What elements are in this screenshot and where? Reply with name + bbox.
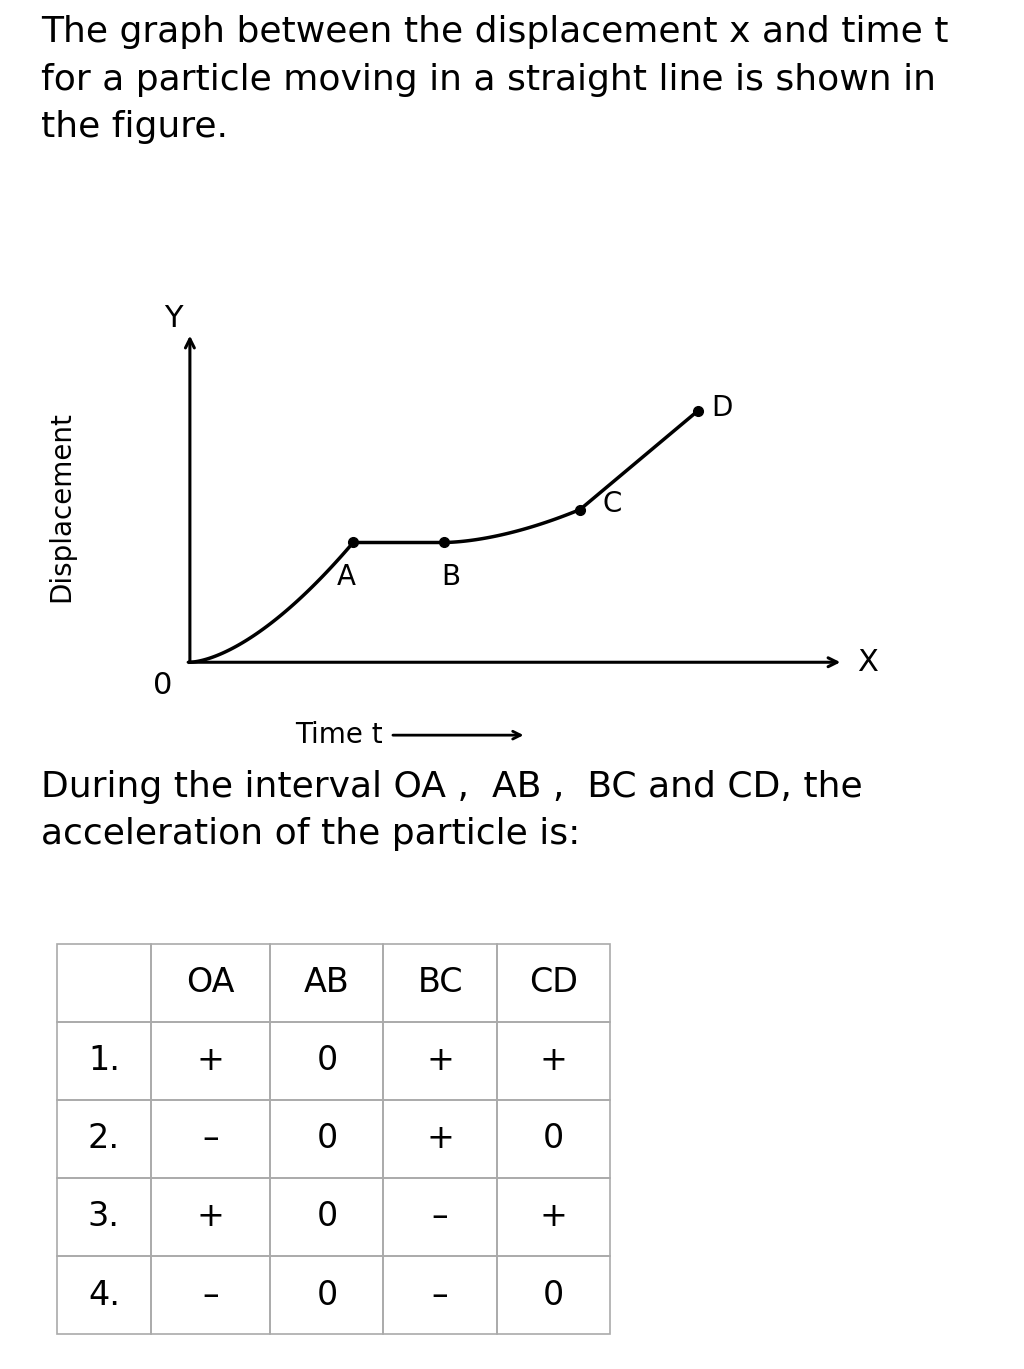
Bar [384,1099,497,1177]
Text: +: + [426,1123,454,1155]
Text: A: A [337,564,355,591]
Text: 0: 0 [153,671,172,700]
Bar [270,1255,384,1333]
Bar [270,1177,384,1255]
Text: X: X [857,648,878,676]
Text: +: + [540,1201,567,1233]
Bar [57,1177,151,1255]
Text: +: + [197,1045,224,1077]
Text: 0: 0 [316,1045,338,1077]
Text: –: – [432,1279,449,1312]
Bar [497,1177,610,1255]
Bar [57,1099,151,1177]
Bar [384,1255,497,1333]
Text: 1.: 1. [88,1045,120,1077]
Text: Displacement: Displacement [47,411,76,602]
Text: C: C [603,490,623,517]
Text: During the interval OA ,  AB ,  BC and CD, the
acceleration of the particle is:: During the interval OA , AB , BC and CD,… [41,769,862,852]
Bar [57,1255,151,1333]
Text: 0: 0 [316,1201,338,1233]
Text: CD: CD [528,967,578,999]
Bar [151,943,270,1021]
Text: 4.: 4. [88,1279,120,1312]
Bar [497,943,610,1021]
Bar [384,1177,497,1255]
Bar [384,943,497,1021]
Text: 0: 0 [543,1279,564,1312]
Text: +: + [540,1045,567,1077]
Bar [57,1021,151,1099]
Text: B: B [441,564,461,591]
Text: 0: 0 [543,1123,564,1155]
Text: 0: 0 [316,1123,338,1155]
Bar [497,1255,610,1333]
Text: BC: BC [418,967,463,999]
Text: OA: OA [186,967,234,999]
Text: D: D [712,394,733,422]
Text: –: – [202,1123,219,1155]
Bar [270,1021,384,1099]
Bar [270,1099,384,1177]
Text: AB: AB [304,967,350,999]
Text: The graph between the displacement x and time t
for a particle moving in a strai: The graph between the displacement x and… [41,15,948,144]
Text: Time t: Time t [295,721,383,749]
Text: 3.: 3. [88,1201,120,1233]
Text: 0: 0 [316,1279,338,1312]
Text: 2.: 2. [88,1123,120,1155]
Bar [151,1099,270,1177]
Text: Y: Y [164,304,183,333]
Bar [151,1177,270,1255]
Bar [497,1021,610,1099]
Text: +: + [426,1045,454,1077]
Bar [497,1099,610,1177]
Text: –: – [432,1201,449,1233]
Bar [151,1021,270,1099]
Bar [151,1255,270,1333]
Bar [384,1021,497,1099]
Text: –: – [202,1279,219,1312]
Text: +: + [197,1201,224,1233]
Bar [57,943,151,1021]
Bar [270,943,384,1021]
